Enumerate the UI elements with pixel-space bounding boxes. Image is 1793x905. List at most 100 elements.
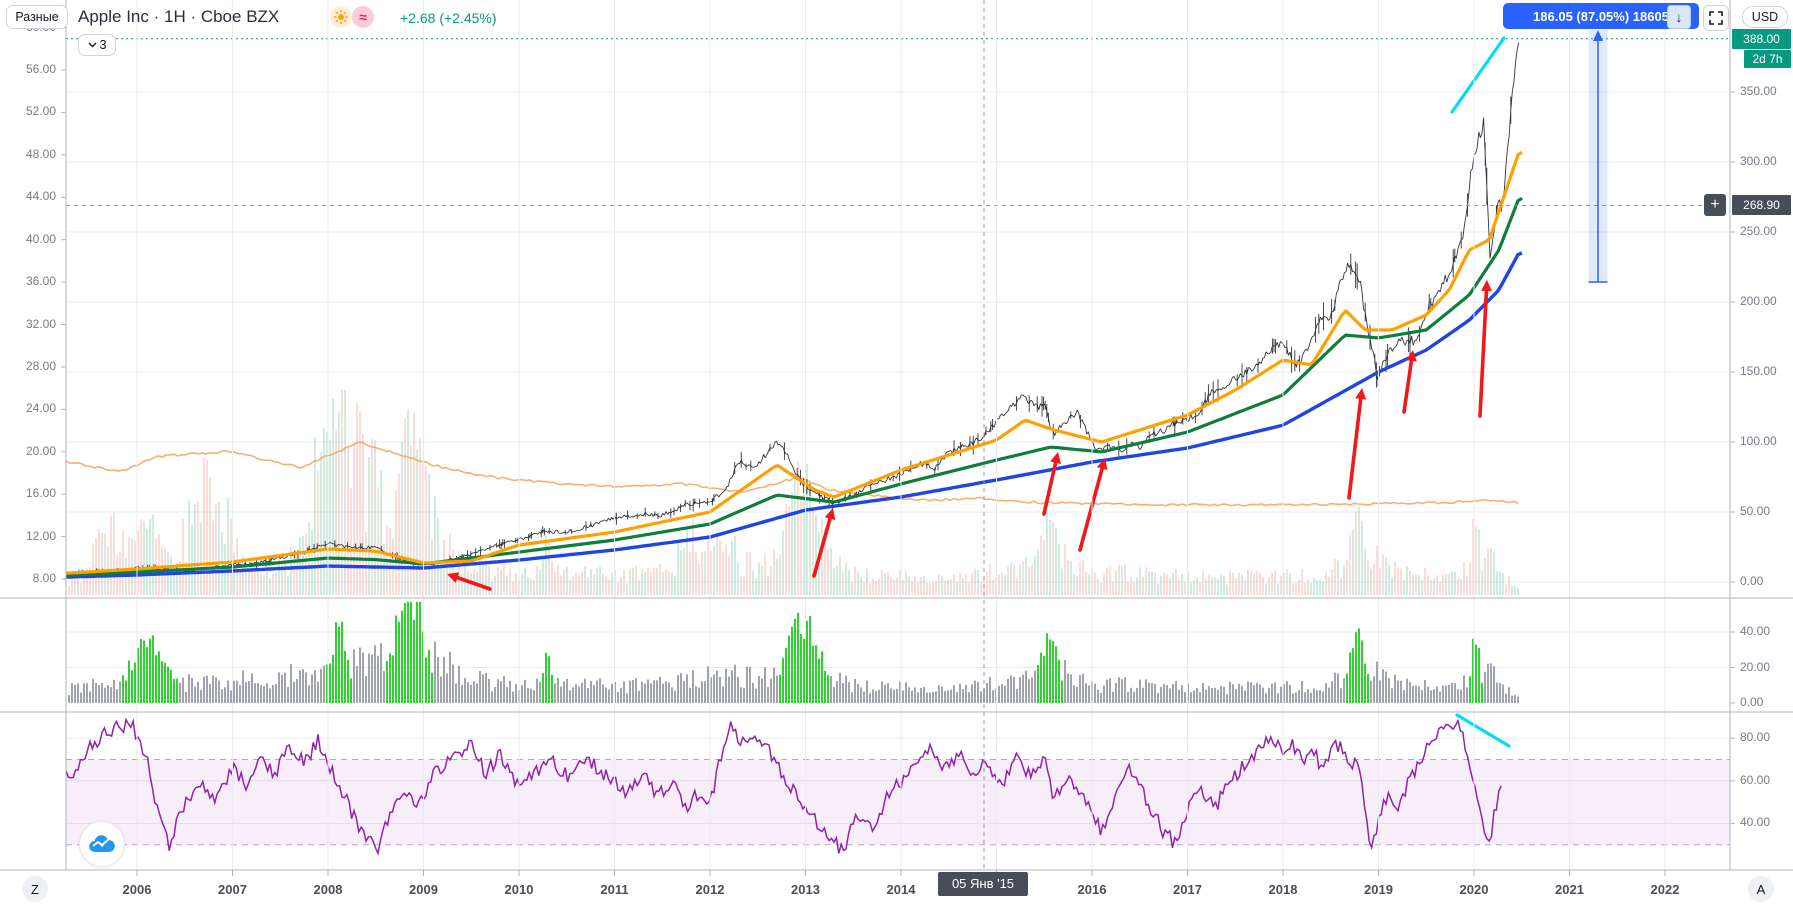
sun-icon[interactable]	[330, 6, 352, 28]
overlay-volume-bar	[1088, 574, 1090, 595]
arrow-annotation[interactable]	[455, 575, 492, 591]
ma_mid-line[interactable]	[66, 197, 1523, 577]
arrow-annotation[interactable]	[812, 516, 832, 578]
overlay-volume-bar	[851, 582, 853, 595]
rsi-scale-tick: 80.00	[1740, 730, 1771, 745]
overlay-volume-bar	[395, 490, 397, 595]
volume-bar	[377, 655, 379, 703]
overlay-volume-bar	[695, 551, 697, 595]
rsi-scale-tick: 60.00	[1740, 772, 1771, 787]
overlay-volume-bar	[761, 565, 763, 595]
volume-bar	[1481, 682, 1483, 703]
overlay-volume-bar	[1262, 576, 1264, 595]
overlay-volume-bar	[863, 581, 865, 595]
volume-bar	[353, 649, 355, 703]
arrow-annotation[interactable]	[1347, 397, 1363, 500]
overlay-volume-bar	[590, 569, 592, 595]
overlay-volume-bar	[707, 533, 709, 595]
arrow-annotation[interactable]	[1478, 289, 1489, 418]
overlay-volume-bar	[452, 549, 454, 595]
volume-bar	[794, 618, 796, 703]
overlay-volume-bar	[617, 581, 619, 595]
overlay-volume-bar	[179, 560, 181, 595]
volume-bar	[1352, 648, 1354, 703]
fullscreen-button[interactable]	[1703, 5, 1729, 31]
volume-bar	[356, 665, 358, 703]
volume-pane[interactable]	[66, 601, 1730, 703]
volume-bar	[167, 666, 169, 703]
volume-bar	[1310, 692, 1312, 703]
arrow-annotation[interactable]	[1078, 466, 1104, 552]
volume-bar	[1280, 686, 1282, 703]
indicator-logo-button[interactable]	[79, 821, 125, 867]
rsi-scale-tick: 40.00	[1740, 815, 1771, 830]
volume-bar	[557, 677, 559, 703]
overlay-volume-bar	[902, 580, 904, 595]
volume-bar	[305, 672, 307, 703]
rsi-pane[interactable]	[66, 717, 1730, 856]
time-axis-year: 2016	[1077, 882, 1107, 897]
waves-icon[interactable]: ≈	[352, 6, 374, 28]
overlay-volume-bar	[980, 581, 982, 595]
volume-bar	[740, 687, 742, 703]
download-arrow-button[interactable]: ↓	[1667, 5, 1691, 29]
ma_slow-line[interactable]	[66, 251, 1523, 579]
overlay-volume-bar	[104, 533, 106, 595]
volume-bar	[290, 664, 292, 703]
overlay-volume-bar	[353, 442, 355, 595]
overlay-volume-bar	[1343, 565, 1345, 595]
overlay-volume-bar	[938, 574, 940, 595]
volume-bar	[464, 678, 466, 703]
volume-bar	[917, 692, 919, 703]
overlay-volume-bar	[143, 521, 145, 595]
volume-bar	[1001, 684, 1003, 703]
overlay-volume-bar	[809, 480, 811, 595]
volume-bar	[497, 679, 499, 703]
price-pane[interactable]	[66, 38, 1730, 595]
trendline[interactable]	[1450, 36, 1506, 114]
auto-scale-button[interactable]: A	[1748, 876, 1774, 902]
volume-bar	[596, 680, 598, 703]
overlay-volume-bar	[989, 564, 991, 595]
add-alert-plus-button[interactable]: +	[1704, 194, 1726, 216]
volume-bar	[359, 647, 361, 703]
symbol-title[interactable]: Apple Inc · 1H · Cboe BZX	[78, 7, 280, 26]
overlay-volume-bar	[1505, 584, 1507, 595]
ma_fast-line[interactable]	[66, 150, 1523, 575]
overlay-volume-bar	[1073, 574, 1075, 595]
arrow-annotation[interactable]	[1402, 359, 1414, 414]
overlay-volume-bar	[1322, 581, 1324, 595]
trendline[interactable]	[1455, 713, 1511, 748]
overlay-volume-bar	[1274, 570, 1276, 595]
overlay-volume-bar	[1100, 583, 1102, 595]
currency-button[interactable]: USD	[1742, 6, 1788, 28]
overlay-volume-bar	[668, 570, 670, 595]
volume-bar	[722, 686, 724, 703]
volume-bar	[1382, 669, 1384, 703]
volume-bar	[1061, 680, 1063, 703]
overlay-volume-bar	[1178, 579, 1180, 595]
timezone-button[interactable]: Z	[22, 876, 48, 902]
scale-mode-button[interactable]: Разные	[6, 5, 68, 29]
volume-bar	[128, 660, 130, 703]
overlay-volume-bar	[284, 559, 286, 595]
overlay-volume-bar	[1184, 581, 1186, 595]
arrow-annotation[interactable]	[1042, 460, 1058, 516]
time-axis-year: 2011	[600, 882, 629, 897]
overlay-volume-bar	[770, 566, 772, 595]
overlay-volume-bar	[1265, 583, 1267, 595]
overlay-volume-bar	[971, 573, 973, 595]
indicators-toggle-button[interactable]: 3	[78, 34, 116, 56]
arrowhead-icon	[447, 572, 460, 583]
rsi-line[interactable]	[66, 717, 1502, 856]
overlay-volume-bar	[1031, 565, 1033, 595]
volume-bar	[188, 674, 190, 703]
overlay-volume-bar	[956, 582, 958, 595]
volume-bar	[1487, 663, 1489, 703]
overlay-volume-bar	[890, 577, 892, 595]
overlay-volume-bar	[152, 514, 154, 595]
overlay-volume-bar	[671, 572, 673, 595]
overlay-volume-bar	[1424, 567, 1426, 595]
overlay-volume-bar	[959, 572, 961, 595]
